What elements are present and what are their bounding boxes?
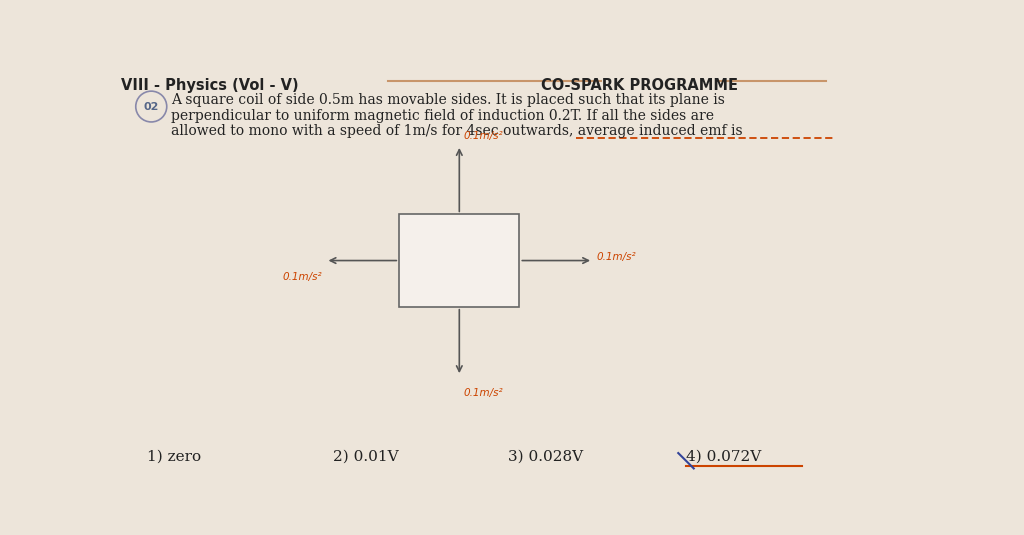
Text: 0.1m/s²: 0.1m/s² [463,387,503,398]
Text: 0.1m/s²: 0.1m/s² [283,272,322,282]
Text: 02: 02 [143,102,159,112]
Text: A square coil of side 0.5m has movable sides. It is placed such that its plane i: A square coil of side 0.5m has movable s… [171,94,725,108]
Text: 2) 0.01V: 2) 0.01V [334,450,399,464]
Text: 1) zero: 1) zero [147,450,202,464]
Text: 0.1m/s²: 0.1m/s² [463,131,503,141]
Bar [399,215,519,307]
Text: allowed to mono with a speed of 1m/s for 4sec outwards, average induced emf is: allowed to mono with a speed of 1m/s for… [171,124,742,138]
Text: VIII - Physics (Vol - V): VIII - Physics (Vol - V) [121,78,298,93]
Text: 0.1m/s²: 0.1m/s² [597,253,637,263]
Text: 3) 0.028V: 3) 0.028V [508,450,583,464]
Text: 4) 0.072V: 4) 0.072V [686,450,761,464]
Text: perpendicular to uniform magnetic field of induction 0.2T. If all the sides are: perpendicular to uniform magnetic field … [171,109,714,123]
Text: CO-SPARK PROGRAMME: CO-SPARK PROGRAMME [541,78,738,93]
